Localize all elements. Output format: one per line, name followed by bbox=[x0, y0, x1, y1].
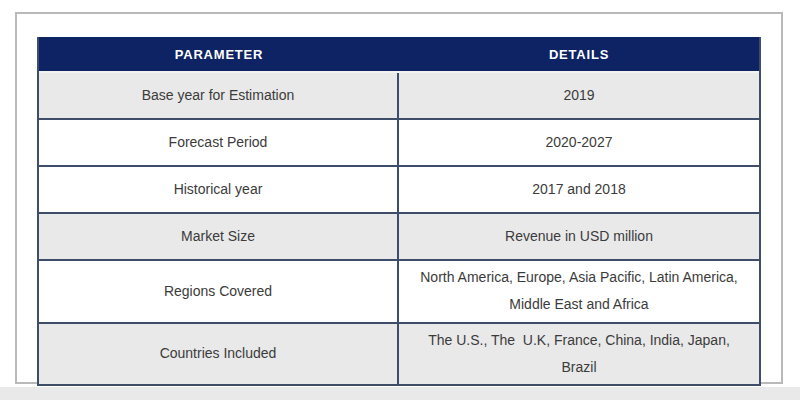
parameter-cell: Market Size bbox=[39, 214, 399, 259]
table-row: Base year for Estimation 2019 bbox=[39, 73, 759, 118]
table-row: Forecast Period 2020-2027 bbox=[39, 118, 759, 165]
column-header-details: DETAILS bbox=[399, 37, 759, 71]
details-cell: 2019 bbox=[399, 73, 759, 118]
parameter-cell: Base year for Estimation bbox=[39, 73, 399, 118]
parameter-cell: Forecast Period bbox=[39, 120, 399, 165]
page-bottom-strip bbox=[0, 387, 800, 400]
table-rows: Base year for Estimation 2019 Forecast P… bbox=[39, 73, 759, 384]
table-row: Market Size Revenue in USD million bbox=[39, 212, 759, 259]
market-report-scope-table: PARAMETER DETAILS Base year for Estimati… bbox=[37, 37, 761, 386]
table-row: Countries Included The U.S., The U.K, Fr… bbox=[39, 322, 759, 385]
details-cell: 2020-2027 bbox=[399, 120, 759, 165]
parameter-cell: Regions Covered bbox=[39, 261, 399, 322]
report-card: PARAMETER DETAILS Base year for Estimati… bbox=[15, 12, 783, 384]
details-cell: The U.S., The U.K, France, China, India,… bbox=[399, 324, 759, 385]
details-cell: Revenue in USD million bbox=[399, 214, 759, 259]
parameter-cell: Countries Included bbox=[39, 324, 399, 385]
table-row: Historical year 2017 and 2018 bbox=[39, 165, 759, 212]
details-cell: 2017 and 2018 bbox=[399, 167, 759, 212]
details-cell: North America, Europe, Asia Pacific, Lat… bbox=[399, 261, 759, 322]
column-header-parameter: PARAMETER bbox=[39, 37, 399, 71]
parameter-cell: Historical year bbox=[39, 167, 399, 212]
table-header-row: PARAMETER DETAILS bbox=[39, 37, 759, 73]
table-row: Regions Covered North America, Europe, A… bbox=[39, 259, 759, 322]
